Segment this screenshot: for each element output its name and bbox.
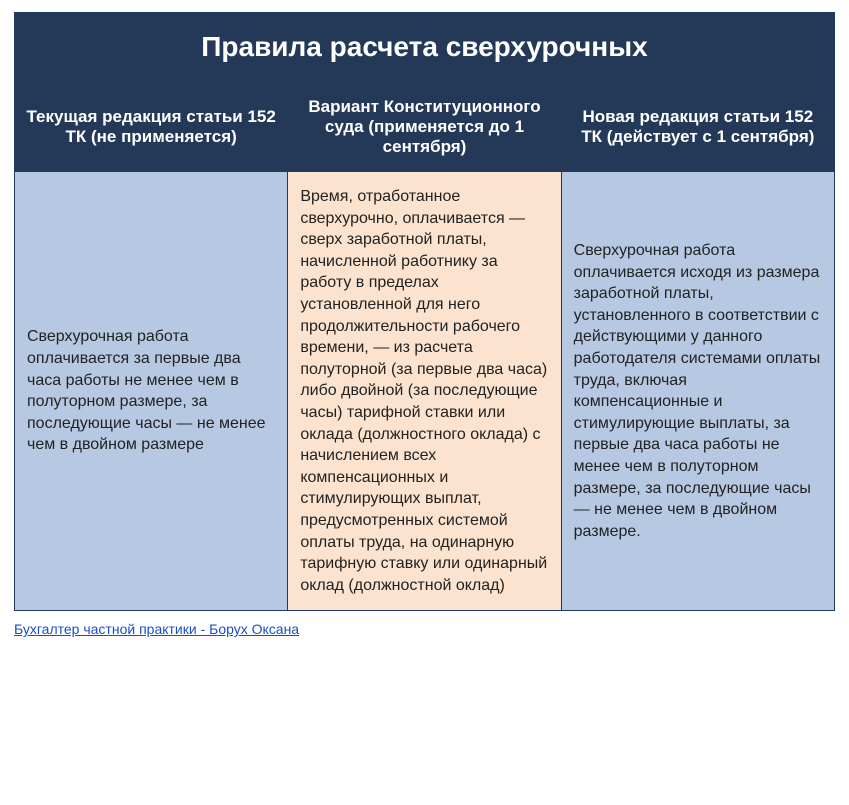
- rules-table: Текущая редакция статьи 152 ТК (не приме…: [14, 82, 835, 611]
- col-header-1: Вариант Конституционного суда (применяет…: [288, 83, 561, 172]
- col-header-2: Новая редакция статьи 152 ТК (действует …: [561, 83, 834, 172]
- cell-0-2: Сверхурочная работа оплачивается исходя …: [561, 172, 834, 611]
- author-link[interactable]: Бухгалтер частной практики - Борух Оксан…: [14, 621, 299, 637]
- col-header-0: Текущая редакция статьи 152 ТК (не приме…: [15, 83, 288, 172]
- cell-0-0: Сверхурочная работа оплачивается за перв…: [15, 172, 288, 611]
- cell-0-1: Время, отработанное сверхурочно, оплачив…: [288, 172, 561, 611]
- table-row: Сверхурочная работа оплачивается за перв…: [15, 172, 835, 611]
- table-title: Правила расчета сверхурочных: [14, 12, 835, 82]
